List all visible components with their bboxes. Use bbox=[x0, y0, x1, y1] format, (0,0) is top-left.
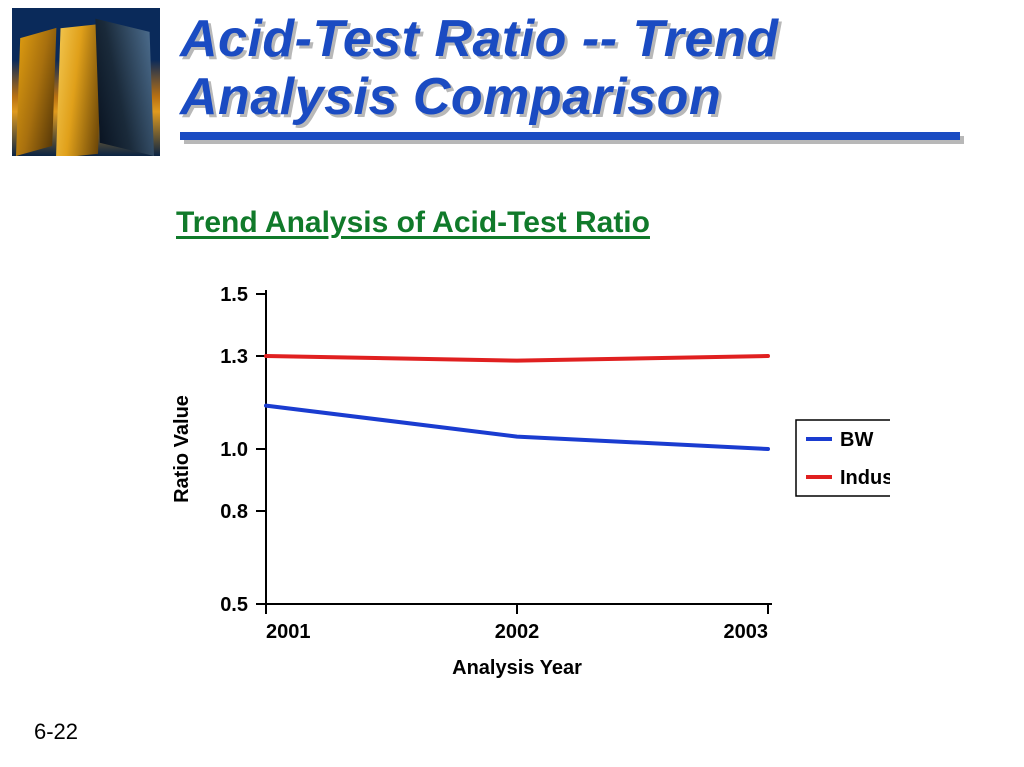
x-tick-label: 2001 bbox=[266, 621, 311, 643]
y-tick-label: 0.5 bbox=[220, 594, 248, 616]
building-shape bbox=[16, 28, 56, 156]
series-line bbox=[266, 356, 768, 361]
title-block: Acid-Test Ratio -- Trend Analysis Compar… bbox=[180, 10, 1000, 146]
y-tick-label: 1.5 bbox=[220, 284, 248, 306]
y-tick-label: 0.8 bbox=[220, 501, 248, 523]
slide-subtitle: Trend Analysis of Acid-Test Ratio bbox=[176, 206, 650, 240]
y-tick-label: 1.3 bbox=[220, 346, 248, 368]
slide-title: Acid-Test Ratio -- Trend Analysis Compar… bbox=[180, 10, 1000, 126]
legend-label: BW bbox=[840, 429, 873, 451]
page-number: 6-22 bbox=[34, 719, 78, 745]
x-axis-label: Analysis Year bbox=[452, 657, 582, 679]
series-line bbox=[266, 406, 768, 449]
title-underline bbox=[180, 132, 1000, 146]
y-axis-label: Ratio Value bbox=[171, 395, 193, 503]
legend-label: Industry bbox=[840, 467, 890, 489]
y-tick-label: 1.0 bbox=[220, 439, 248, 461]
x-tick-label: 2002 bbox=[495, 621, 540, 643]
decorative-buildings-image bbox=[12, 8, 160, 156]
slide: Acid-Test Ratio -- Trend Analysis Compar… bbox=[0, 0, 1024, 767]
x-tick-label: 2003 bbox=[724, 621, 769, 643]
chart-svg: 0.5 0.8 1.0 1.3 1.5 2001 2002 2003 Analysis Year… bbox=[150, 272, 890, 692]
building-shape bbox=[95, 19, 154, 156]
line-chart: 0.5 0.8 1.0 1.3 1.5 2001 2002 2003 Analysis Year… bbox=[150, 272, 890, 692]
